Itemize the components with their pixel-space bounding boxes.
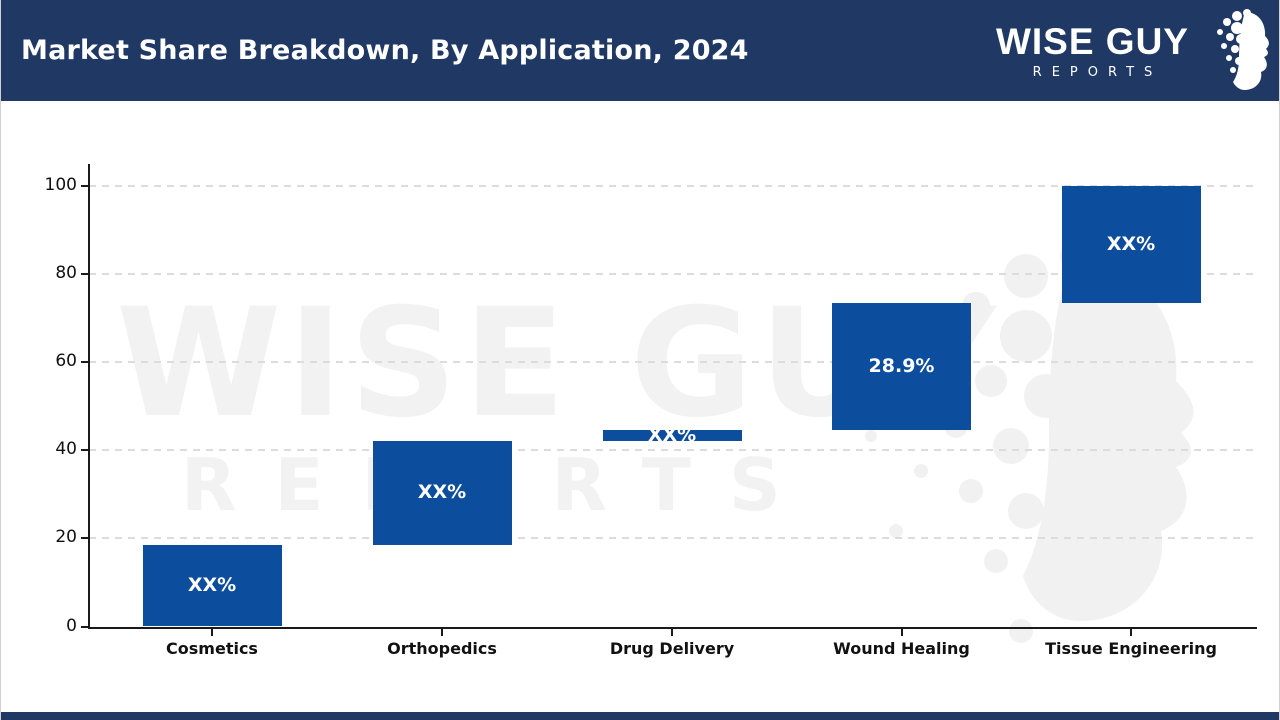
bar-value-label: XX% — [647, 423, 697, 446]
x-category-label: Wound Healing — [833, 638, 970, 658]
x-tick-1 — [441, 628, 443, 636]
y-tick-label-40: 40 — [55, 439, 77, 460]
y-tick-80 — [81, 273, 89, 276]
x-tick-3 — [900, 628, 903, 636]
brand-logo-text: WISE GUY REPORTS — [996, 23, 1189, 79]
gridline-80 — [89, 273, 1256, 276]
bar-cosmetics — [142, 545, 282, 627]
brand-face-icon — [1217, 8, 1269, 90]
x-category-label: Tissue Engineering — [1045, 638, 1217, 658]
chart-area: WISE GUY REPORTS 020406080100XX%Cosmetic… — [1, 101, 1279, 712]
y-tick-100 — [81, 185, 89, 187]
brand-subtitle: REPORTS — [1032, 64, 1163, 80]
y-tick-label-20: 20 — [55, 527, 77, 548]
bar-value-label: XX% — [1106, 232, 1156, 255]
bar-orthopedics — [372, 441, 512, 545]
brand-name: WISE GUY — [995, 20, 1189, 62]
gridline-40 — [89, 449, 1256, 452]
y-tick-label-100: 100 — [44, 175, 77, 195]
gridline-60 — [89, 361, 1256, 364]
x-category-label: Cosmetics — [166, 638, 258, 658]
bar-tissue-engineering — [1061, 186, 1201, 304]
y-tick-0 — [81, 625, 89, 628]
x-axis-line — [88, 626, 1257, 629]
x-category-label: Orthopedics — [387, 638, 497, 658]
y-tick-40 — [81, 449, 89, 452]
bar-wound-healing — [832, 303, 971, 431]
x-category-label: Drug Delivery — [609, 638, 735, 658]
bar-value-label: XX% — [187, 573, 237, 596]
bar-value-label: XX% — [417, 481, 467, 504]
chart-title: Market Share Breakdown, By Application, … — [21, 35, 749, 66]
footer-bar — [1, 712, 1279, 720]
y-tick-label-60: 60 — [55, 351, 77, 372]
bar-drug-delivery — [602, 430, 742, 442]
x-tick-4 — [1130, 628, 1132, 636]
y-tick-20 — [81, 537, 89, 540]
y-axis-line — [88, 163, 90, 629]
y-tick-60 — [81, 361, 89, 364]
bar-value-label: 28.9% — [868, 354, 935, 377]
gridline-20 — [89, 537, 1256, 540]
x-tick-2 — [671, 628, 673, 636]
header-bar: Market Share Breakdown, By Application, … — [1, 0, 1279, 101]
y-tick-label-80: 80 — [55, 263, 77, 284]
brand-logo: WISE GUY REPORTS — [996, 6, 1269, 96]
gridline-100 — [89, 185, 1256, 187]
x-tick-0 — [211, 628, 213, 636]
y-tick-label-0: 0 — [66, 615, 77, 636]
